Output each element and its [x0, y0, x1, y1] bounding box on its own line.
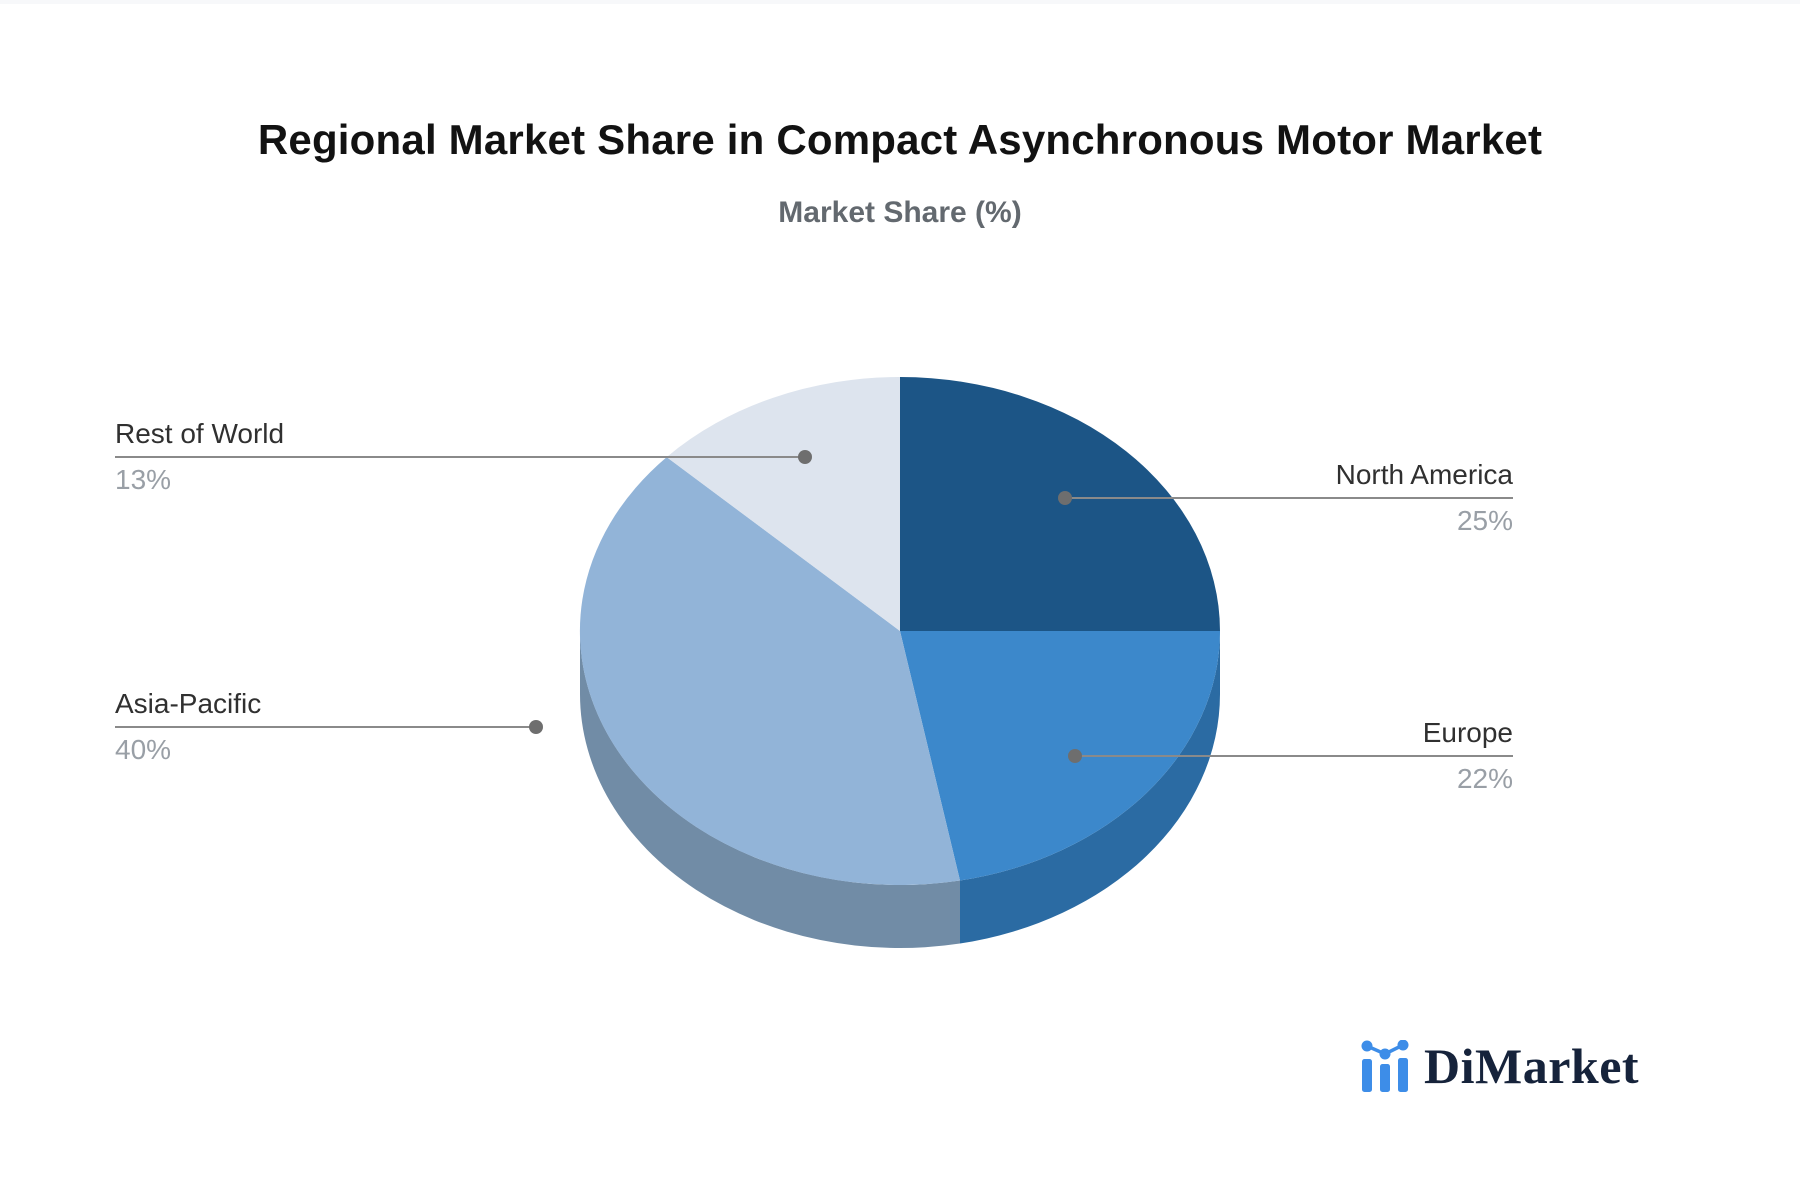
brand-logo: DiMarket — [1360, 1038, 1639, 1094]
callout-value-europe: 22% — [1456, 763, 1513, 794]
callout-value-asia-pacific: 40% — [115, 734, 172, 765]
pie-slice-europe[interactable] — [900, 631, 1220, 881]
leader-dot-north-america — [1058, 491, 1072, 505]
leader-dot-rest-of-world — [798, 450, 812, 464]
callout-label-north-america: North America — [1335, 459, 1513, 490]
leader-dot-asia-pacific — [529, 720, 543, 734]
chart-subtitle: Market Share (%) — [778, 196, 1022, 229]
callout-label-asia-pacific: Asia-Pacific — [115, 688, 262, 719]
callout-value-rest-of-world: 13% — [115, 464, 172, 495]
bar-line-chart-icon — [1361, 1040, 1409, 1092]
top-border — [0, 0, 1800, 4]
callout-label-rest-of-world: Rest of World — [115, 418, 285, 449]
pie-slice-rest-of-world[interactable] — [666, 377, 900, 631]
leader-dot-europe — [1068, 749, 1082, 763]
pie-slice-asia-pacific[interactable] — [579, 457, 960, 886]
chart-title: Regional Market Share in Compact Asynchr… — [257, 116, 1543, 163]
brand-name: DiMarket — [1424, 1038, 1640, 1094]
callout-value-north-america: 25% — [1456, 505, 1513, 536]
pie-side-asia-pacific — [579, 631, 960, 949]
pie-slice-north-america[interactable] — [900, 377, 1220, 631]
callout-label-europe: Europe — [1422, 717, 1513, 748]
pie-side-europe — [960, 631, 1220, 944]
